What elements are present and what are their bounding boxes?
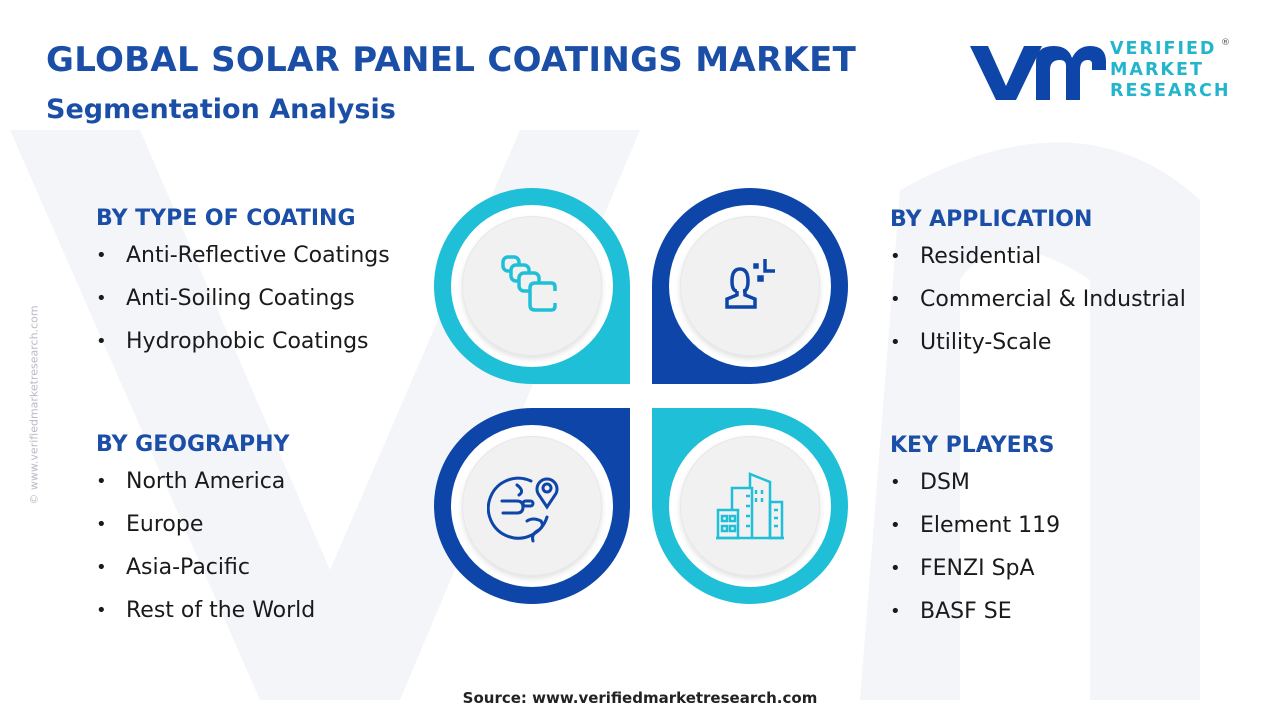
logo-line-verified: VERIFIED — [1110, 39, 1217, 59]
segment-key-players: KEY PLAYERS DSM Element 119 FENZI SpA BA… — [890, 433, 1060, 640]
segment-heading: BY GEOGRAPHY — [96, 432, 290, 457]
segment-application: BY APPLICATION Residential Commercial & … — [890, 207, 1186, 371]
list-item: Anti-Reflective Coatings — [96, 241, 390, 284]
teardrop-key-players — [652, 408, 848, 604]
list-item: Europe — [96, 510, 315, 553]
user-icon — [725, 259, 775, 309]
side-url: © www.verifiedmarketresearch.com — [27, 305, 41, 505]
teardrop-application — [652, 188, 848, 384]
globe-location-icon — [487, 476, 559, 543]
logo-line-research: RESEARCH — [1110, 81, 1231, 101]
list-item: Anti-Soiling Coatings — [96, 284, 390, 327]
list-item: Residential — [890, 242, 1186, 285]
list-item: FENZI SpA — [890, 554, 1060, 597]
segment-heading: BY TYPE OF COATING — [96, 206, 356, 231]
layers-icon — [501, 255, 557, 312]
logo-text: VERIFIED MARKET RESEARCH — [1110, 39, 1231, 102]
list-item: Asia-Pacific — [96, 553, 315, 596]
registered-mark: ® — [1221, 38, 1230, 48]
list-item: Rest of the World — [96, 596, 315, 639]
segment-heading: KEY PLAYERS — [890, 433, 1055, 458]
list-item: Utility-Scale — [890, 328, 1186, 371]
page-title: GLOBAL SOLAR PANEL COATINGS MARKET — [46, 40, 857, 80]
teardrop-type — [434, 188, 630, 384]
list-item: Commercial & Industrial — [890, 285, 1186, 328]
list-item: Hydrophobic Coatings — [96, 327, 390, 370]
teardrop-geography — [434, 408, 630, 604]
logo-line-market: MARKET — [1110, 60, 1204, 80]
vmr-logo — [970, 46, 1106, 100]
segment-geography: BY GEOGRAPHY North America Europe Asia-P… — [96, 432, 315, 639]
segment-heading: BY APPLICATION — [890, 207, 1093, 232]
list-item: BASF SE — [890, 597, 1060, 640]
source-footnote: Source: www.verifiedmarketresearch.com — [462, 689, 818, 707]
segment-type-of-coating: BY TYPE OF COATING Anti-Reflective Coati… — [96, 206, 390, 370]
page-subtitle: Segmentation Analysis — [46, 94, 396, 125]
list-item: Element 119 — [890, 511, 1060, 554]
list-item: DSM — [890, 468, 1060, 511]
list-item: North America — [96, 467, 315, 510]
buildings-icon — [716, 472, 784, 540]
